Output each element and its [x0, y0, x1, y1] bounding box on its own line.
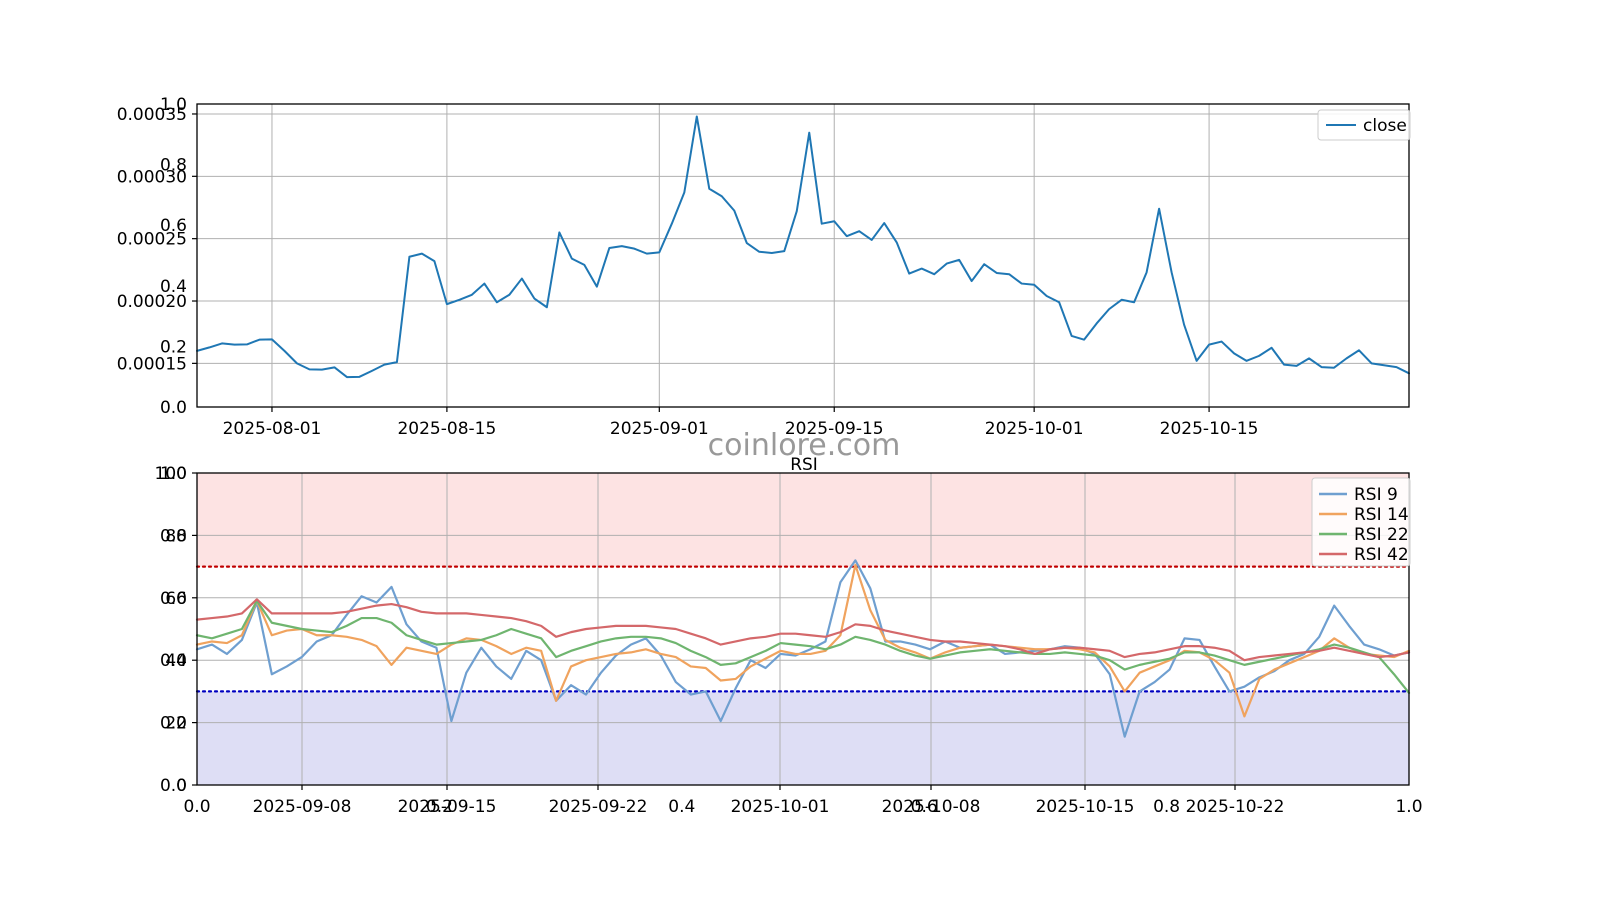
- price-y-tick-label-secondary: 0.4: [160, 277, 187, 297]
- rsi-band-oversold: [197, 691, 1409, 785]
- rsi-x-tick-label: 2025-10-08: [882, 797, 981, 817]
- rsi-y-tick-label-secondary: 1.0: [160, 464, 187, 484]
- price-y-tick-label: 0.00015: [117, 354, 187, 374]
- rsi-panel: 0 20 40 60 80 100 0.0 0.2 0.4 0.6 0.8 1.0 2025-09-08…: [155, 464, 1423, 817]
- price-y-tick-label-secondary: 0.6: [160, 216, 187, 236]
- price-y-tick-label: 0.00020: [117, 292, 187, 312]
- price-x-tick-label: 2025-08-15: [397, 419, 496, 439]
- rsi-y-tick-label-secondary: 0.2: [160, 714, 187, 734]
- rsi-y-tick-label: 100: [155, 464, 187, 484]
- rsi-y-tick-label: 0: [176, 776, 187, 796]
- rsi-x-tick-label: 2025-09-08: [253, 797, 352, 817]
- rsi-line-rsi-22: [195, 599, 1411, 695]
- price-panel: 0.00015 0.00020 0.00025 0.00030 0.00035 0.0 0.…: [117, 95, 1410, 439]
- price-axes-frame: [196, 103, 1410, 408]
- rsi-band-overbought: [197, 473, 1409, 567]
- price-x-tick-label: 2025-09-01: [610, 419, 709, 439]
- rsi-y-tick-label-secondary: 0.4: [160, 651, 187, 671]
- rsi-x-tick-label: 2025-10-01: [731, 797, 830, 817]
- rsi-line-rsi-14: [195, 563, 1411, 718]
- rsi-x-tick-label-secondary: 1.0: [1395, 797, 1422, 817]
- rsi-x-tick-label-secondary: 0.2: [426, 797, 453, 817]
- price-legend: close: [1317, 109, 1411, 141]
- rsi-legend-label-rsi-42: RSI 42: [1354, 545, 1409, 565]
- price-legend-box: [1317, 109, 1411, 141]
- rsi-line-rsi-42: [195, 598, 1411, 662]
- price-y-tick-label-secondary: 0.2: [160, 337, 187, 357]
- rsi-x-tick-label: 2025-10-22: [1186, 797, 1285, 817]
- price-y-tick-label-secondary: 1.0: [160, 95, 187, 115]
- rsi-y-tick-label-secondary: 0.8: [160, 526, 187, 546]
- rsi-legend-label-rsi-22: RSI 22: [1354, 525, 1409, 545]
- price-x-tick-label: 2025-10-15: [1160, 419, 1259, 439]
- rsi-legend-label-rsi-14: RSI 14: [1354, 505, 1409, 525]
- rsi-x-tick-label-secondary: 0.8: [1153, 797, 1180, 817]
- rsi-x-tick-label: 2025-09-22: [549, 797, 648, 817]
- price-legend-label-close: close: [1363, 116, 1407, 136]
- rsi-y-tick-label-secondary: 0.0: [160, 776, 187, 796]
- rsi-y-tick-label: 60: [165, 589, 187, 609]
- rsi-x-tick-label-secondary: 0.0: [183, 797, 210, 817]
- price-x-tick-label: 2025-10-01: [985, 419, 1084, 439]
- rsi-legend-box: [1311, 477, 1411, 567]
- price-y-tick-label: 0.00030: [117, 167, 187, 187]
- price-y-tick-label: 0.00025: [117, 230, 187, 250]
- price-x-tick-label: 2025-08-01: [223, 419, 322, 439]
- price-close-line: [196, 115, 1410, 379]
- watermark: coinlore.com: [708, 428, 901, 463]
- rsi-panel-title: RSI: [790, 455, 818, 475]
- rsi-x-tick-label: 2025-10-15: [1036, 797, 1135, 817]
- watermark-text: coinlore.com: [708, 428, 901, 463]
- rsi-x-tick-label: 2025-09-15: [398, 797, 497, 817]
- price-y-tick-label: 0.00035: [117, 105, 187, 125]
- rsi-y-tick-label: 40: [165, 651, 187, 671]
- rsi-legend-label-rsi-9: RSI 9: [1354, 485, 1398, 505]
- rsi-axes-frame: [196, 472, 1410, 786]
- rsi-x-tick-label-secondary: 0.4: [668, 797, 695, 817]
- rsi-y-tick-label: 80: [165, 526, 187, 546]
- rsi-x-tick-label-secondary: 0.6: [911, 797, 938, 817]
- price-y-tick-label-secondary: 0.8: [160, 156, 187, 176]
- price-x-tick-label: 2025-09-15: [785, 419, 884, 439]
- price-y-tick-label-secondary: 0.0: [160, 398, 187, 418]
- rsi-y-tick-label: 20: [165, 714, 187, 734]
- rsi-y-tick-label-secondary: 0.6: [160, 589, 187, 609]
